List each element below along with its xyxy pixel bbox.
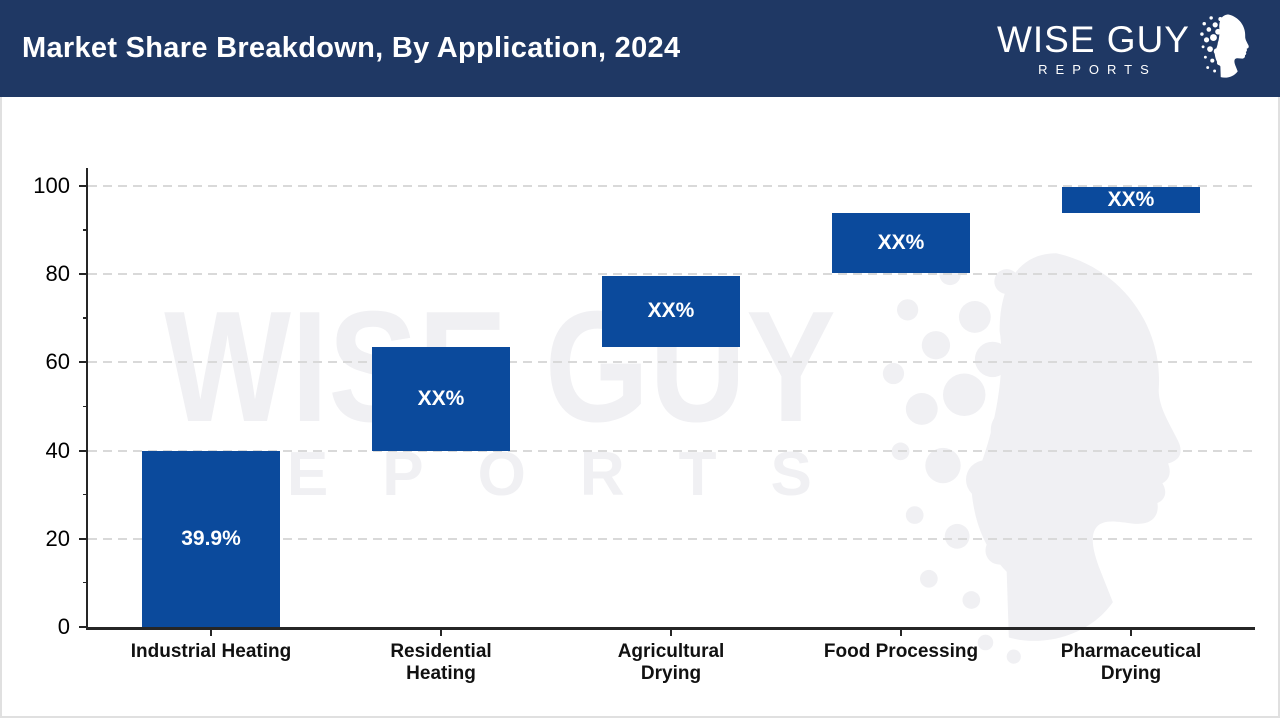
y-major-tick: [79, 449, 88, 452]
x-axis-category-label: Pharmaceutical Drying: [1060, 641, 1202, 684]
brand-logo-text: WISE GUY REPORTS: [997, 21, 1190, 76]
header-bar: Market Share Breakdown, By Application, …: [0, 0, 1280, 97]
brand-logo: WISE GUY REPORTS: [997, 11, 1254, 86]
x-axis-category-label: Agricultural Drying: [617, 641, 725, 684]
bar-segment: XX%: [1062, 187, 1200, 214]
y-minor-tick: [83, 493, 88, 496]
x-axis-spine: [86, 627, 1255, 630]
x-tick: [900, 629, 902, 636]
y-axis-tick-label: 40: [45, 437, 70, 463]
bar-segment: 39.9%: [142, 451, 280, 627]
y-axis-tick-label: 60: [45, 349, 70, 375]
brand-subname: REPORTS: [1038, 62, 1157, 77]
y-gridline: [88, 273, 1255, 276]
y-minor-tick: [83, 581, 88, 584]
x-tick: [440, 629, 442, 636]
chart-frame: [0, 97, 1280, 718]
y-gridline: [88, 449, 1255, 452]
y-axis-tick-label: 100: [33, 173, 70, 198]
y-major-tick: [79, 185, 88, 187]
x-tick: [210, 629, 212, 636]
y-axis-tick-label: 0: [57, 614, 70, 639]
page-title: Market Share Breakdown, By Application, …: [22, 32, 681, 64]
y-gridline: [88, 361, 1255, 364]
y-minor-tick: [83, 229, 88, 231]
y-axis-spine: [86, 168, 88, 629]
y-major-tick: [79, 361, 88, 364]
x-axis-category-label: Residential Heating: [390, 641, 492, 684]
x-tick: [1130, 629, 1132, 636]
bar-value-label: XX%: [417, 386, 465, 410]
y-minor-tick: [83, 405, 88, 407]
bar-segment: XX%: [602, 275, 740, 347]
x-axis-category-label: Food Processing: [823, 641, 979, 662]
y-major-tick: [79, 273, 88, 276]
bar-value-label: XX%: [877, 231, 925, 255]
x-tick: [670, 629, 672, 636]
bar-value-label: XX%: [1107, 188, 1155, 212]
y-major-tick: [79, 626, 88, 628]
y-axis-tick-label: 80: [45, 261, 70, 287]
bar-value-label: XX%: [647, 299, 695, 323]
brand-head-icon: [1200, 14, 1249, 78]
y-gridline: [88, 185, 1255, 187]
bar-segment: XX%: [372, 346, 510, 451]
bar-value-label: 39.9%: [181, 527, 241, 550]
y-minor-tick: [83, 317, 88, 319]
y-major-tick: [79, 537, 88, 540]
y-gridline: [88, 537, 1255, 540]
brand-name: WISE GUY: [996, 19, 1190, 60]
bar-segment: XX%: [832, 213, 970, 274]
y-axis-tick-label: 20: [45, 525, 70, 551]
x-axis-category-label: Industrial Heating: [130, 641, 292, 662]
